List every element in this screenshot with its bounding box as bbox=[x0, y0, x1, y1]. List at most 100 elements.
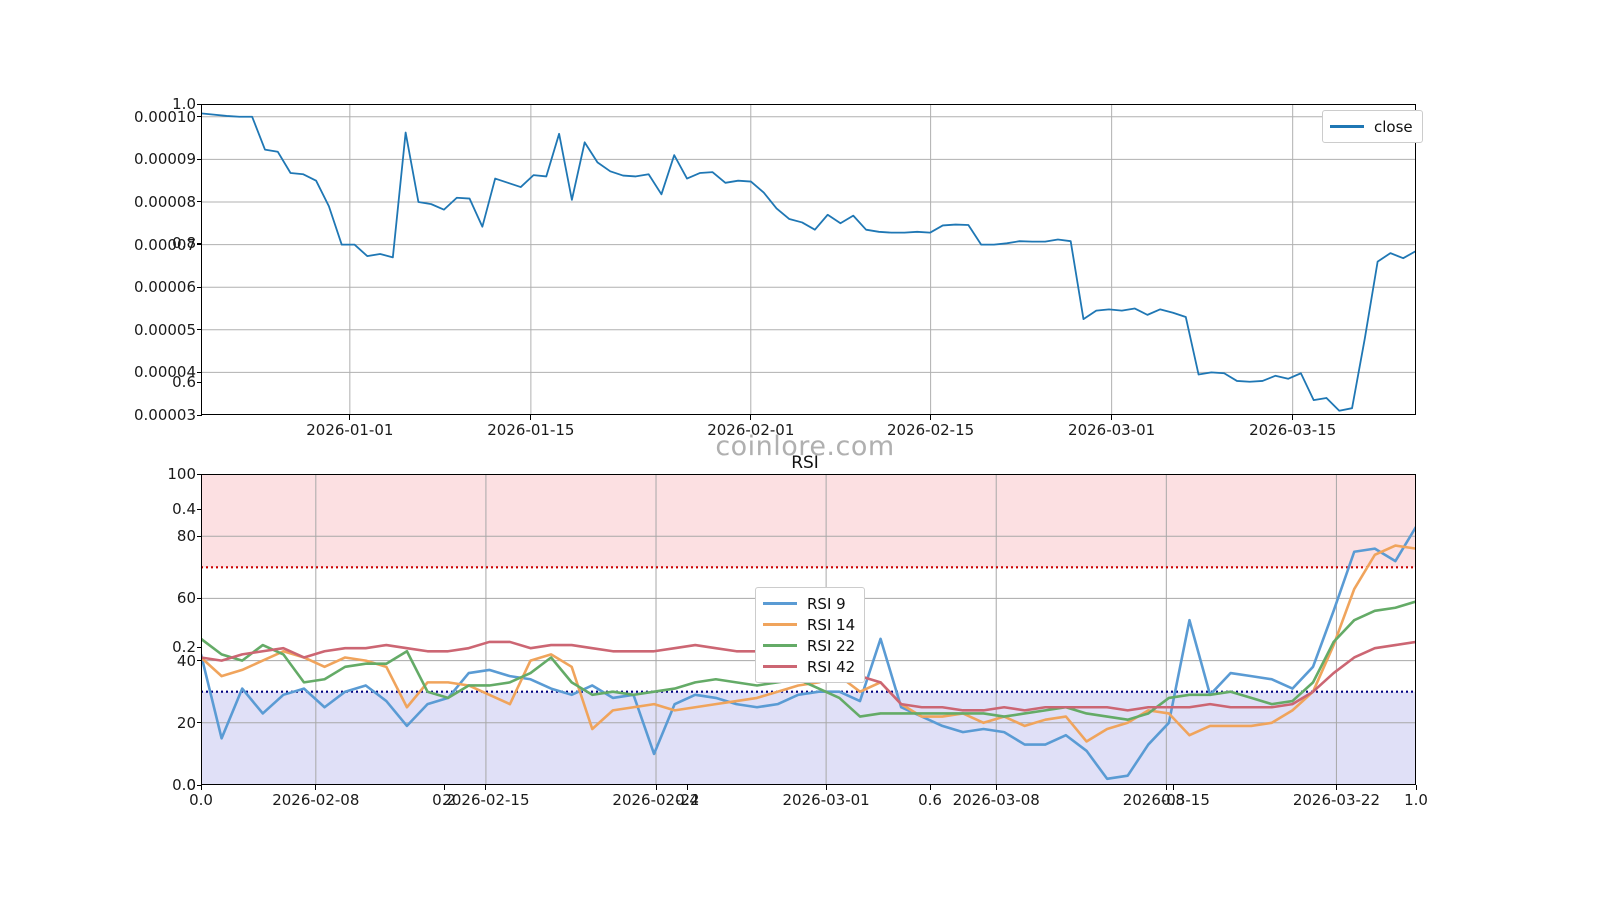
rsi-y-tick: 60 bbox=[176, 589, 196, 608]
price-x-tick: 2026-01-01 bbox=[306, 421, 394, 439]
price-y-tick: 0.00010 bbox=[133, 107, 196, 126]
price-x-tick: 2026-02-01 bbox=[707, 421, 795, 439]
rsi-x-tickmark bbox=[1165, 785, 1167, 790]
rsi-y-tickmark bbox=[197, 660, 202, 662]
price-y-tick: 0.00003 bbox=[133, 406, 196, 424]
rsi-y-tick: 20 bbox=[176, 713, 196, 732]
rsi-overlay-x-tickmark bbox=[200, 785, 202, 790]
price-x-tick: 2026-02-15 bbox=[887, 421, 975, 439]
price-x-tick: 2026-03-15 bbox=[1249, 421, 1337, 439]
price-overlay-y-tick: 1.0 bbox=[172, 95, 196, 113]
price-chart-panel bbox=[201, 104, 1416, 415]
rsi-overlay-x-tickmark bbox=[443, 785, 445, 790]
legend-label: RSI 9 bbox=[807, 594, 846, 613]
legend-color-swatch bbox=[1330, 125, 1364, 128]
rsi-overlay-y-tickmark bbox=[197, 646, 202, 648]
legend-item[interactable]: RSI 22 bbox=[763, 635, 855, 656]
rsi-x-tick: 2026-02-08 bbox=[272, 791, 360, 809]
legend-color-swatch bbox=[763, 602, 797, 605]
rsi-overlay-y-tick: 0.4 bbox=[172, 500, 196, 518]
rsi-x-tick: 2026-02-15 bbox=[442, 791, 530, 809]
legend-item[interactable]: close bbox=[1330, 116, 1413, 137]
price-overlay-y-tick: 0.6 bbox=[172, 373, 196, 391]
price-plot-area bbox=[201, 104, 1416, 415]
price-y-tick: 0.00007 bbox=[133, 235, 196, 254]
rsi-overlay-x-tick: 0.4 bbox=[675, 791, 699, 809]
rsi-x-tickmark bbox=[315, 785, 317, 790]
rsi-chart-panel bbox=[201, 474, 1416, 785]
rsi-overlay-x-tick: 0.6 bbox=[918, 791, 942, 809]
price-y-tickmark bbox=[197, 414, 202, 416]
rsi-overlay-y-tick: 0.0 bbox=[172, 776, 196, 794]
price-y-tickmark bbox=[197, 244, 202, 246]
price-x-tick: 2026-01-15 bbox=[487, 421, 575, 439]
legend-label: RSI 14 bbox=[807, 615, 856, 634]
price-y-tick: 0.00006 bbox=[133, 278, 196, 297]
price-y-tickmark bbox=[197, 201, 202, 203]
price-overlay-y-tickmark bbox=[197, 242, 202, 244]
price-overlay-y-tick: 0.8 bbox=[172, 234, 196, 252]
rsi-x-tick: 2026-03-01 bbox=[782, 791, 870, 809]
rsi-overlay-x-tickmark bbox=[686, 785, 688, 790]
rsi-x-tick: 2026-02-22 bbox=[612, 791, 700, 809]
legend-color-swatch bbox=[763, 665, 797, 668]
price-x-tickmark bbox=[750, 415, 752, 420]
price-x-tickmark bbox=[930, 415, 932, 420]
price-y-tickmark bbox=[197, 371, 202, 373]
rsi-y-tickmark bbox=[197, 535, 202, 537]
price-y-tickmark bbox=[197, 286, 202, 288]
rsi-plot-area bbox=[201, 474, 1416, 785]
rsi-x-tick: 2026-03-15 bbox=[1122, 791, 1210, 809]
price-x-tickmark bbox=[349, 415, 351, 420]
price-y-tickmark bbox=[197, 116, 202, 118]
rsi-panel-title: RSI bbox=[791, 453, 819, 473]
legend-color-swatch bbox=[763, 623, 797, 626]
price-overlay-y-tickmark bbox=[197, 381, 202, 383]
rsi-legend[interactable]: RSI 9 RSI 14 RSI 22 RSI 42 bbox=[755, 587, 866, 683]
price-y-tick: 0.00008 bbox=[133, 192, 196, 211]
rsi-overlay-y-tickmark bbox=[197, 508, 202, 510]
price-x-tick: 2026-03-01 bbox=[1068, 421, 1156, 439]
rsi-x-tickmark bbox=[1335, 785, 1337, 790]
rsi-y-tickmark bbox=[197, 473, 202, 475]
rsi-overlay-x-tick: 0.0 bbox=[189, 791, 213, 809]
rsi-x-tick: 2026-03-08 bbox=[952, 791, 1040, 809]
legend-label: RSI 22 bbox=[807, 636, 856, 655]
rsi-overlay-y-tick: 0.2 bbox=[172, 638, 196, 656]
price-y-tick: 0.00004 bbox=[133, 363, 196, 382]
rsi-overlay-x-tickmark bbox=[1172, 785, 1174, 790]
price-x-tickmark bbox=[1292, 415, 1294, 420]
rsi-y-tickmark bbox=[197, 722, 202, 724]
price-x-tickmark bbox=[530, 415, 532, 420]
rsi-x-tickmark bbox=[825, 785, 827, 790]
price-y-tickmark bbox=[197, 158, 202, 160]
rsi-overlay-x-tickmark bbox=[1415, 785, 1417, 790]
rsi-x-tickmark bbox=[485, 785, 487, 790]
rsi-y-tickmark bbox=[197, 597, 202, 599]
rsi-overlay-x-tickmark bbox=[929, 785, 931, 790]
price-y-tick: 0.00005 bbox=[133, 320, 196, 339]
legend-label: RSI 42 bbox=[807, 657, 856, 676]
price-x-tickmark bbox=[1111, 415, 1113, 420]
rsi-y-tick: 100 bbox=[167, 465, 196, 483]
rsi-overlay-x-tick: 1.0 bbox=[1404, 791, 1428, 809]
legend-item[interactable]: RSI 9 bbox=[763, 593, 855, 614]
rsi-y-tick: 40 bbox=[176, 651, 196, 670]
rsi-x-tickmark bbox=[995, 785, 997, 790]
price-legend[interactable]: close bbox=[1322, 110, 1423, 143]
rsi-y-tick: 0 bbox=[186, 776, 196, 794]
price-overlay-y-tickmark bbox=[197, 103, 202, 105]
rsi-y-tick: 80 bbox=[176, 527, 196, 546]
rsi-x-tick: 2026-03-22 bbox=[1292, 791, 1380, 809]
legend-color-swatch bbox=[763, 644, 797, 647]
price-y-tick: 0.00009 bbox=[133, 150, 196, 169]
legend-item[interactable]: RSI 42 bbox=[763, 656, 855, 677]
watermark: coinlore.com bbox=[715, 431, 895, 462]
rsi-x-tickmark bbox=[655, 785, 657, 790]
price-y-tickmark bbox=[197, 329, 202, 331]
rsi-overlay-y-tickmark bbox=[197, 784, 202, 786]
legend-item[interactable]: RSI 14 bbox=[763, 614, 855, 635]
rsi-overlay-x-tick: 0.2 bbox=[432, 791, 456, 809]
rsi-overlay-x-tick: 0.8 bbox=[1161, 791, 1185, 809]
